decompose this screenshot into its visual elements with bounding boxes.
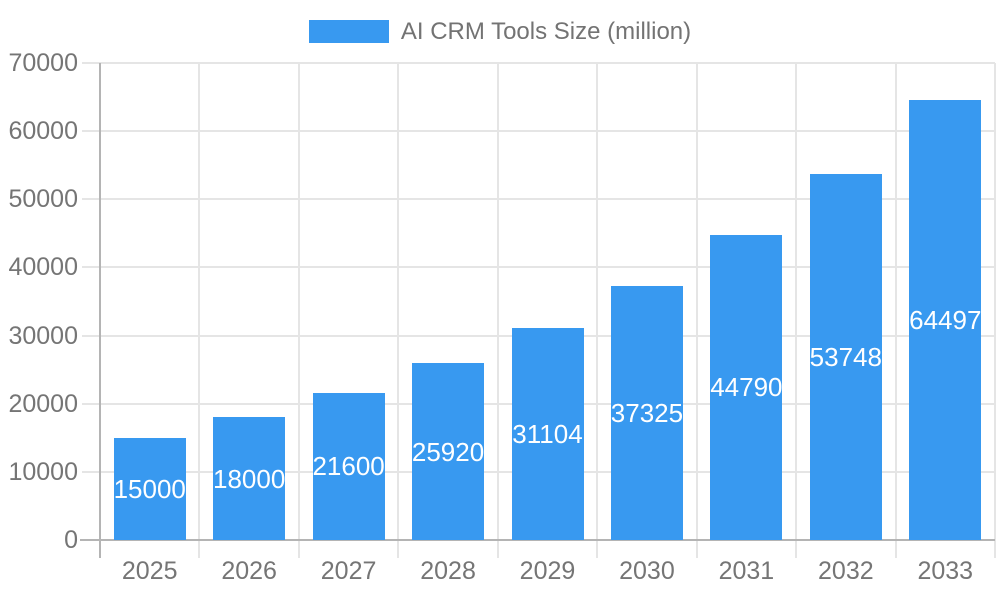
bar[interactable]: [511, 328, 584, 540]
y-tick-label: 10000: [8, 457, 78, 486]
x-axis-tick: [994, 540, 996, 558]
legend-item[interactable]: AI CRM Tools Size (million): [308, 18, 692, 45]
y-tick-label: 20000: [8, 389, 78, 418]
y-tick-label: 50000: [8, 185, 78, 214]
y-tick-label: 60000: [8, 117, 78, 146]
x-tick-label: 2028: [420, 557, 476, 585]
y-axis-line: [99, 63, 101, 558]
bar[interactable]: [412, 363, 485, 540]
bar[interactable]: [113, 437, 186, 540]
bar-value-label: 37325: [610, 397, 684, 428]
x-tick-label: 2031: [718, 557, 775, 585]
bar-value-label: 44790: [710, 372, 783, 403]
y-axis-tick: [82, 470, 100, 473]
y-axis-tick: [82, 198, 100, 201]
x-gridline: [795, 63, 798, 540]
x-gridline: [695, 63, 698, 540]
x-gridline: [596, 63, 599, 540]
legend-label: AI CRM Tools Size (million): [400, 18, 692, 45]
bar[interactable]: [710, 234, 783, 540]
bar-value-label: 25920: [411, 436, 485, 467]
bar-value-label: 21600: [312, 451, 385, 482]
legend-swatch: [308, 20, 389, 43]
bar[interactable]: [312, 392, 385, 540]
y-tick-label: 0: [64, 526, 78, 554]
bar[interactable]: [809, 173, 882, 540]
y-axis-tick: [82, 130, 100, 133]
y-tick-label: 70000: [8, 49, 78, 77]
x-tick-label: 2027: [320, 557, 377, 585]
x-axis-tick: [397, 540, 400, 558]
bar-value-label: 64497: [909, 305, 982, 336]
bar-value-label: 15000: [113, 473, 186, 504]
y-axis-tick: [82, 334, 100, 337]
y-axis-tick: [82, 62, 100, 64]
x-gridline: [297, 63, 300, 540]
bar-value-label: 18000: [213, 463, 286, 494]
x-tick-label: 2029: [519, 557, 576, 585]
x-tick-label: 2033: [917, 557, 974, 585]
x-axis-tick: [795, 540, 798, 558]
y-gridline: [100, 266, 995, 269]
y-axis-tick: [82, 266, 100, 269]
x-axis-tick: [198, 540, 201, 558]
bar[interactable]: [909, 100, 982, 540]
x-axis-tick: [695, 540, 698, 558]
y-tick-label: 30000: [8, 321, 78, 350]
x-gridline: [397, 63, 400, 540]
y-axis-tick: [82, 402, 100, 405]
x-gridline: [994, 63, 996, 540]
x-tick-label: 2032: [818, 557, 874, 585]
x-tick-label: 2025: [121, 557, 178, 585]
y-gridline: [100, 198, 995, 201]
x-gridline: [496, 63, 499, 540]
y-gridline: [100, 62, 995, 64]
x-axis-line: [80, 539, 995, 541]
bar-value-label: 53748: [809, 341, 882, 372]
x-axis-tick: [596, 540, 599, 558]
chart-legend: AI CRM Tools Size (million): [0, 18, 1000, 45]
x-axis-tick: [297, 540, 300, 558]
bar[interactable]: [610, 285, 683, 540]
x-axis-tick: [894, 540, 897, 558]
x-gridline: [198, 63, 201, 540]
x-tick-label: 2030: [619, 557, 675, 585]
x-axis-tick: [496, 540, 499, 558]
y-gridline: [100, 130, 995, 133]
bar-value-label: 31104: [512, 419, 583, 450]
x-gridline: [894, 63, 897, 540]
bar[interactable]: [213, 417, 286, 540]
x-tick-label: 2026: [221, 557, 277, 585]
y-tick-label: 40000: [8, 253, 78, 282]
